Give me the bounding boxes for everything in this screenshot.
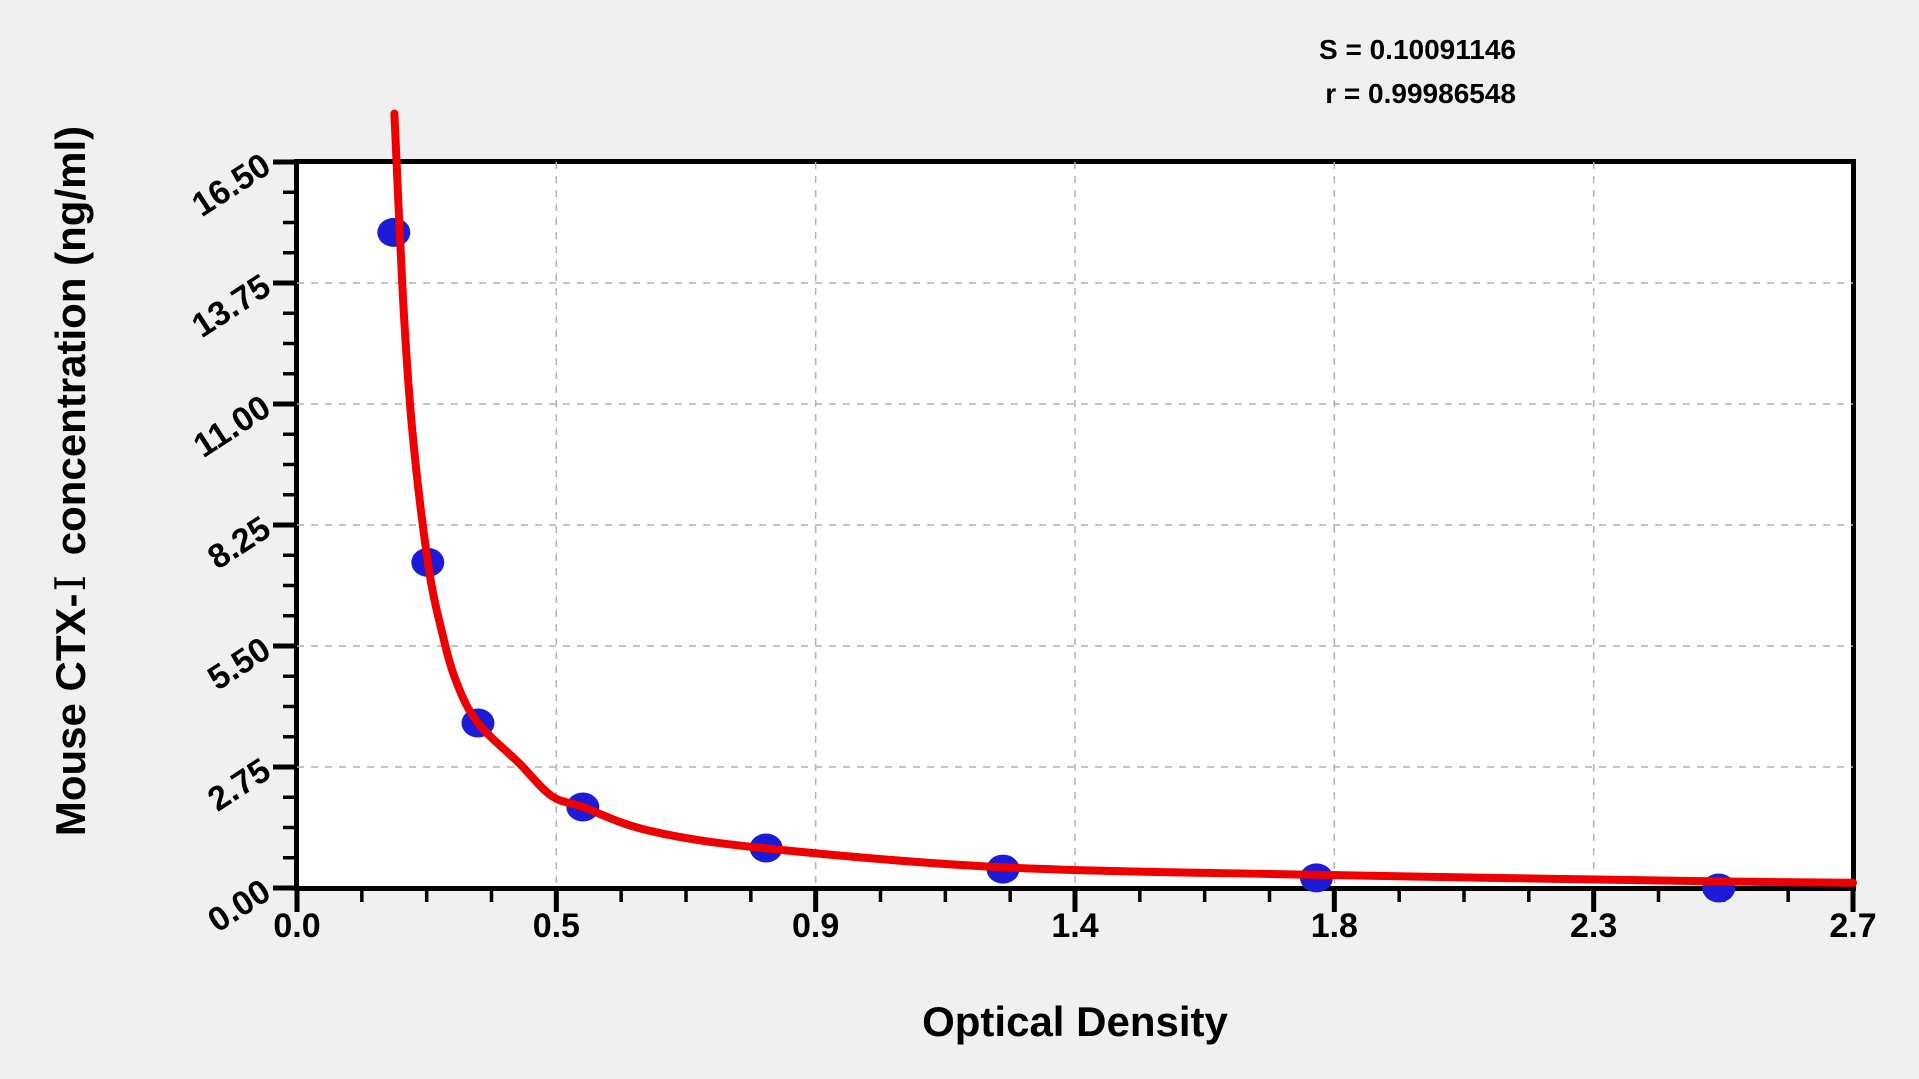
y-tick-label: 8.25 <box>201 509 278 577</box>
plot-area <box>294 159 1856 891</box>
x-tick-label: 1.4 <box>1051 907 1099 945</box>
y-title-roman-numeral: Ⅰ <box>46 574 95 592</box>
y-title-suffix: concentration (ng/ml) <box>47 125 94 567</box>
fit-statistics: S = 0.10091146 r = 0.99986548 <box>1319 28 1516 116</box>
x-tick-label: 0.5 <box>532 907 580 945</box>
y-axis-title: Mouse CTX-Ⅰ concentration (ng/ml) <box>46 31 98 931</box>
r-value: r = 0.99986548 <box>1325 78 1516 109</box>
y-tick-label: 5.50 <box>201 630 278 698</box>
x-tick-label: 0.0 <box>273 907 321 945</box>
x-tick-label: 1.8 <box>1310 907 1358 945</box>
x-tick-label: 2.7 <box>1829 907 1877 945</box>
y-tick-label: 11.00 <box>186 388 278 466</box>
y-title-prefix: Mouse CTX- <box>47 593 94 837</box>
s-value: S = 0.10091146 <box>1319 34 1516 65</box>
x-tick-label: 2.3 <box>1570 907 1618 945</box>
y-tick-label: 13.75 <box>185 267 278 346</box>
y-tick-label: 16.50 <box>185 146 278 225</box>
x-axis-title: Optical Density <box>922 998 1228 1045</box>
x-tick-label: 0.9 <box>792 907 840 945</box>
y-tick-label: 2.75 <box>201 751 278 819</box>
